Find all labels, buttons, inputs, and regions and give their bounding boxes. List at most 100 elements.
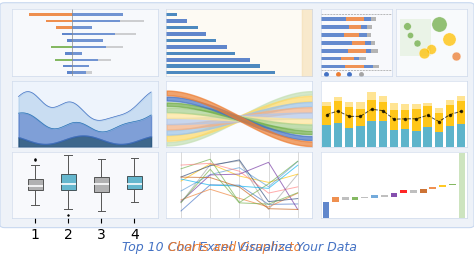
Bar bbox=[379, 102, 387, 121]
Bar bbox=[72, 26, 92, 29]
Bar bbox=[334, 101, 342, 123]
Bar bbox=[390, 103, 398, 110]
Bar bbox=[348, 25, 361, 29]
Bar bbox=[400, 191, 407, 193]
PathPatch shape bbox=[127, 176, 142, 189]
PathPatch shape bbox=[94, 177, 109, 192]
Bar bbox=[446, 105, 454, 127]
Point bbox=[446, 37, 453, 41]
Bar bbox=[364, 17, 371, 21]
Bar bbox=[435, 132, 443, 147]
Text: Top 10 Cool Excel: Top 10 Cool Excel bbox=[122, 241, 237, 254]
Bar bbox=[400, 20, 431, 56]
Bar bbox=[345, 107, 353, 128]
Bar bbox=[435, 113, 443, 132]
Bar bbox=[72, 20, 120, 22]
Point bbox=[420, 50, 428, 55]
Bar bbox=[365, 64, 373, 68]
Bar bbox=[321, 49, 348, 53]
Bar bbox=[115, 33, 136, 35]
Bar bbox=[367, 25, 372, 29]
Bar bbox=[321, 64, 345, 68]
Bar bbox=[457, 101, 465, 124]
Bar bbox=[72, 46, 106, 48]
Bar bbox=[439, 185, 446, 187]
Bar bbox=[423, 106, 432, 127]
Bar bbox=[67, 72, 72, 74]
Bar bbox=[367, 33, 371, 37]
Bar bbox=[166, 39, 217, 42]
Bar bbox=[29, 14, 72, 16]
Bar bbox=[391, 193, 397, 196]
Bar bbox=[72, 65, 89, 67]
Bar bbox=[321, 41, 352, 45]
Bar bbox=[344, 33, 359, 37]
Bar bbox=[381, 195, 388, 196]
Bar bbox=[446, 127, 454, 147]
Bar bbox=[356, 102, 365, 109]
Bar bbox=[166, 19, 187, 23]
Bar bbox=[366, 49, 371, 53]
Bar bbox=[46, 20, 72, 22]
Bar bbox=[365, 41, 371, 45]
Bar bbox=[321, 25, 348, 29]
Bar bbox=[457, 124, 465, 147]
Bar bbox=[322, 202, 329, 218]
Bar bbox=[367, 121, 376, 147]
Bar bbox=[321, 33, 344, 37]
Bar bbox=[166, 64, 260, 68]
Point bbox=[428, 47, 435, 51]
Bar bbox=[412, 109, 420, 131]
Bar bbox=[72, 72, 86, 74]
Bar bbox=[67, 39, 72, 42]
Bar bbox=[166, 13, 177, 17]
Bar bbox=[72, 39, 103, 42]
Bar bbox=[459, 153, 465, 218]
Bar bbox=[356, 109, 365, 126]
Bar bbox=[322, 125, 331, 147]
Bar bbox=[356, 126, 365, 147]
Bar bbox=[359, 57, 365, 60]
Bar bbox=[55, 59, 72, 61]
Bar bbox=[420, 189, 427, 193]
Bar bbox=[321, 57, 341, 60]
Bar bbox=[345, 64, 365, 68]
PathPatch shape bbox=[27, 179, 43, 190]
Bar bbox=[86, 72, 92, 74]
Bar bbox=[321, 17, 346, 21]
Bar bbox=[72, 14, 123, 16]
Bar bbox=[345, 128, 353, 147]
Bar bbox=[457, 96, 465, 101]
Bar bbox=[423, 102, 432, 106]
Bar bbox=[352, 41, 365, 45]
Bar bbox=[64, 65, 72, 67]
Bar bbox=[72, 59, 98, 61]
Bar bbox=[401, 104, 410, 110]
Bar bbox=[120, 20, 144, 22]
Bar bbox=[401, 110, 410, 130]
Bar bbox=[412, 131, 420, 147]
PathPatch shape bbox=[61, 174, 76, 190]
Bar bbox=[379, 121, 387, 147]
Bar bbox=[367, 92, 376, 99]
Bar bbox=[322, 102, 331, 106]
Bar bbox=[62, 33, 72, 35]
Bar bbox=[361, 196, 368, 198]
Bar bbox=[98, 59, 110, 61]
Bar bbox=[410, 191, 417, 193]
Bar bbox=[166, 58, 250, 62]
Bar bbox=[51, 46, 72, 48]
Bar bbox=[334, 123, 342, 147]
Bar bbox=[359, 33, 367, 37]
Bar bbox=[446, 99, 454, 105]
Bar bbox=[348, 49, 366, 53]
Bar bbox=[56, 26, 72, 29]
Bar bbox=[371, 41, 375, 45]
Bar bbox=[65, 52, 72, 54]
Bar bbox=[371, 17, 376, 21]
Bar bbox=[334, 97, 342, 101]
Bar bbox=[371, 195, 378, 198]
Bar bbox=[106, 46, 123, 48]
Point bbox=[453, 54, 460, 58]
Bar bbox=[390, 130, 398, 147]
